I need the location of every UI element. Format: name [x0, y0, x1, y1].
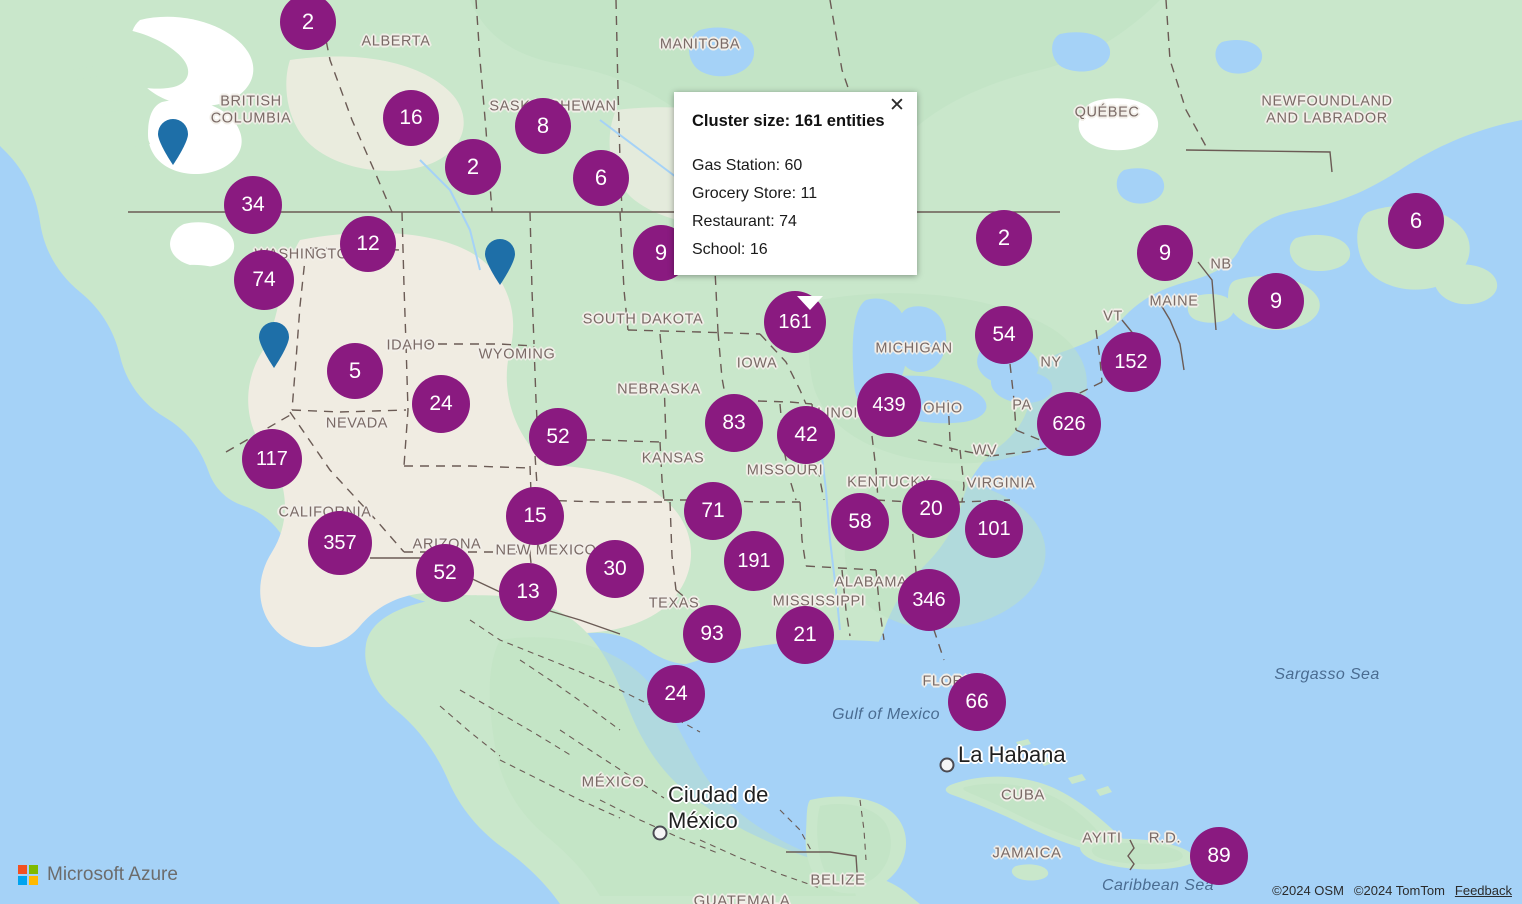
popup-title: Cluster size: 161 entities [692, 112, 885, 130]
close-icon[interactable]: ✕ [889, 95, 905, 116]
cluster-bubble[interactable]: 16 [383, 90, 439, 146]
cluster-count: 20 [919, 497, 943, 520]
cluster-count: 34 [241, 193, 265, 216]
cluster-bubble[interactable]: 346 [898, 569, 960, 631]
cluster-count: 13 [516, 580, 540, 603]
cluster-bubble[interactable]: 52 [416, 544, 474, 602]
microsoft-azure-logo: Microsoft Azure [18, 864, 178, 886]
cluster-count: 346 [912, 588, 946, 611]
cluster-count: 24 [429, 392, 453, 415]
cluster-bubble[interactable]: 6 [573, 150, 629, 206]
cluster-count: 89 [1207, 844, 1231, 867]
cluster-bubble[interactable]: 93 [683, 605, 741, 663]
popup-breakdown-row: Grocery Store: 11 [692, 185, 818, 202]
cluster-bubble[interactable]: 9 [1137, 225, 1193, 281]
cluster-count: 16 [399, 106, 423, 129]
map-pin-icon[interactable] [483, 239, 517, 290]
cluster-count: 21 [793, 623, 817, 646]
cluster-count: 9 [1158, 240, 1172, 265]
cluster-count: 626 [1052, 412, 1086, 435]
cluster-bubble[interactable]: 626 [1037, 392, 1101, 456]
cluster-count: 6 [594, 165, 608, 190]
cluster-bubble[interactable]: 9 [1248, 273, 1304, 329]
cluster-count: 152 [1114, 350, 1148, 373]
map-pin-icon[interactable] [156, 119, 190, 170]
map-pin-icon[interactable] [257, 322, 291, 373]
cluster-bubble[interactable]: 12 [340, 216, 396, 272]
cluster-bubble[interactable]: 89 [1190, 827, 1248, 885]
cluster-count: 52 [546, 425, 570, 448]
cluster-count: 2 [997, 225, 1011, 250]
cluster-count: 9 [654, 240, 668, 265]
cluster-bubble[interactable]: 21 [776, 606, 834, 664]
cluster-count: 12 [356, 232, 380, 255]
popup-pointer [797, 296, 823, 310]
cluster-info-popup[interactable]: ✕ Cluster size: 161 entities Gas Station… [674, 92, 917, 275]
cluster-count: 66 [965, 690, 989, 713]
cluster-bubble[interactable]: 34 [224, 176, 282, 234]
cluster-count: 9 [1269, 288, 1283, 313]
cluster-count: 439 [872, 393, 906, 416]
cluster-bubble[interactable]: 24 [647, 665, 705, 723]
popup-breakdown-row: School: 16 [692, 241, 768, 258]
cluster-bubble[interactable]: 66 [948, 673, 1006, 731]
cluster-bubble[interactable]: 2 [976, 210, 1032, 266]
popup-breakdown-row: Restaurant: 74 [692, 213, 797, 230]
feedback-link[interactable]: Feedback [1454, 883, 1512, 898]
cluster-bubble[interactable]: 52 [529, 408, 587, 466]
cluster-bubble[interactable]: 2 [445, 139, 501, 195]
cluster-count: 42 [794, 423, 818, 446]
city-marker-icon [939, 757, 955, 773]
cluster-bubble[interactable]: 101 [965, 500, 1023, 558]
cluster-bubble[interactable]: 13 [499, 563, 557, 621]
cluster-bubble[interactable]: 152 [1101, 332, 1161, 392]
cluster-count: 8 [536, 113, 550, 138]
cluster-count: 191 [737, 549, 771, 572]
cluster-count: 52 [433, 561, 457, 584]
cluster-count: 83 [722, 411, 746, 434]
popup-breakdown-list: Gas Station: 60 Grocery Store: 11 Restaura… [692, 157, 899, 259]
cluster-bubble[interactable]: 74 [234, 250, 294, 310]
microsoft-squares-icon [18, 865, 38, 885]
cluster-count: 15 [523, 504, 547, 527]
attribution-tomtom: ©2024 TomTom [1353, 883, 1445, 898]
cluster-count: 24 [664, 682, 688, 705]
azure-logo-text: Microsoft Azure [47, 864, 178, 885]
cluster-count: 5 [348, 358, 362, 383]
cluster-count: 93 [700, 622, 724, 645]
cluster-count: 71 [701, 499, 725, 522]
attribution-osm: ©2024 OSM [1272, 883, 1344, 898]
popup-breakdown-row: Gas Station: 60 [692, 157, 803, 174]
cluster-bubble[interactable]: 357 [308, 511, 372, 575]
cluster-count: 2 [466, 154, 480, 179]
cluster-count: 30 [603, 557, 627, 580]
cluster-bubble[interactable]: 191 [724, 531, 784, 591]
cluster-count: 58 [848, 510, 872, 533]
cluster-bubble[interactable]: 54 [975, 306, 1033, 364]
cluster-count: 6 [1409, 208, 1423, 233]
cluster-bubble[interactable]: 439 [857, 373, 921, 437]
cluster-count: 74 [252, 268, 276, 291]
cluster-bubble[interactable]: 20 [902, 480, 960, 538]
cluster-bubble[interactable]: 42 [777, 406, 835, 464]
cluster-count: 117 [256, 447, 288, 470]
cluster-count: 2 [301, 9, 315, 34]
cluster-bubble[interactable]: 58 [831, 493, 889, 551]
city-marker-icon [652, 825, 668, 841]
cluster-bubble[interactable]: 15 [506, 487, 564, 545]
cluster-bubble[interactable]: 5 [327, 343, 383, 399]
cluster-bubble[interactable]: 24 [412, 375, 470, 433]
cluster-count: 54 [992, 323, 1016, 346]
map-attribution: ©2024 OSM ©2024 TomTom Feedback [1272, 883, 1512, 898]
cluster-count: 161 [778, 310, 812, 333]
cluster-bubble[interactable]: 30 [586, 540, 644, 598]
cluster-count: 357 [323, 531, 357, 554]
cluster-bubble[interactable]: 83 [705, 394, 763, 452]
cluster-count: 101 [977, 517, 1011, 540]
cluster-bubble[interactable]: 6 [1388, 193, 1444, 249]
cluster-bubble[interactable]: 117 [242, 429, 302, 489]
cluster-bubble[interactable]: 71 [684, 482, 742, 540]
cluster-bubble[interactable]: 8 [515, 98, 571, 154]
